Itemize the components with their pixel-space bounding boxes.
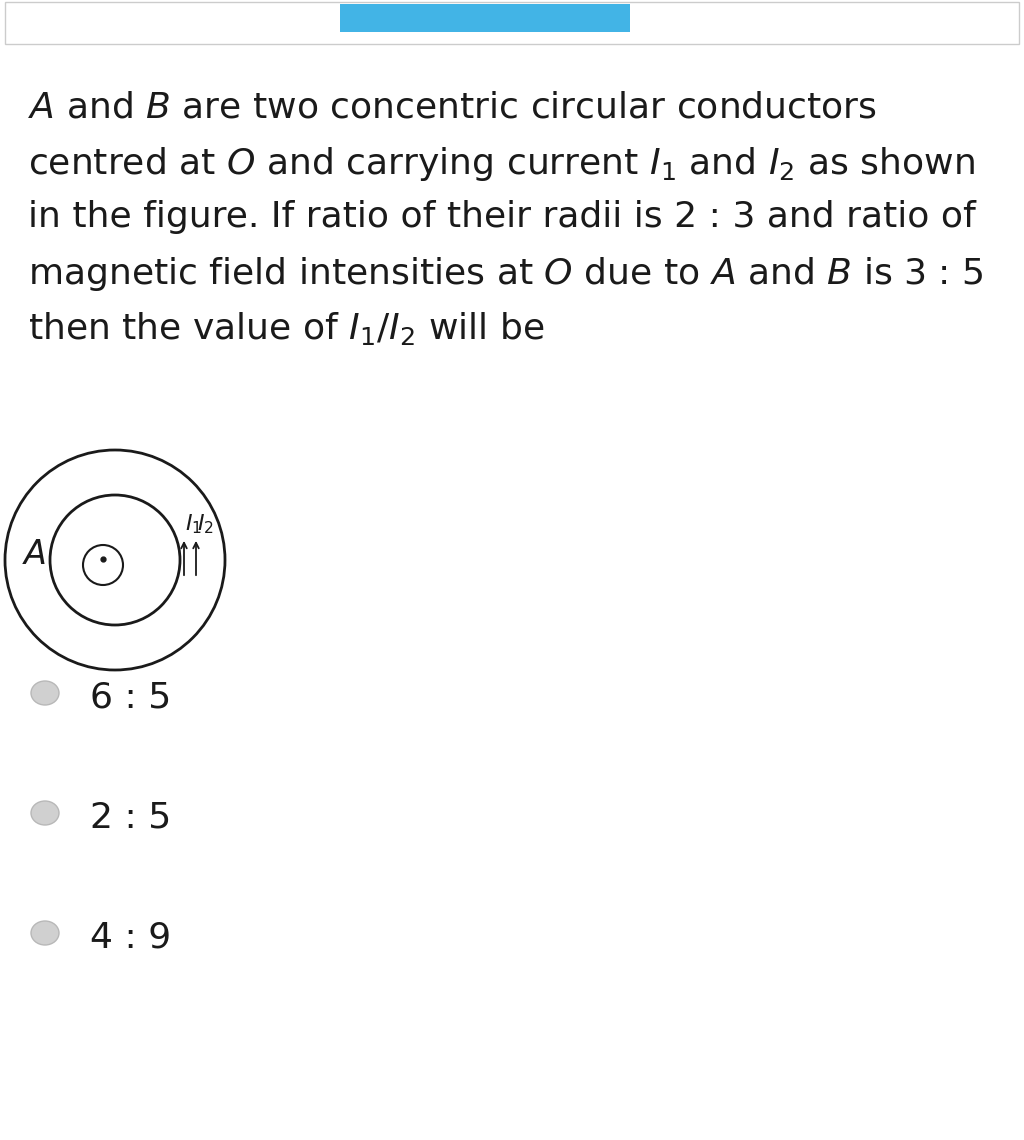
Ellipse shape	[31, 921, 59, 945]
Text: magnetic field intensities at $\it{O}$ due to $\it{A}$ and $\it{B}$ is 3 : 5: magnetic field intensities at $\it{O}$ d…	[28, 255, 983, 293]
Ellipse shape	[31, 681, 59, 705]
Ellipse shape	[31, 801, 59, 825]
Bar	[5, 2, 1019, 44]
Text: 6 : 5: 6 : 5	[90, 679, 171, 714]
Text: 4 : 9: 4 : 9	[90, 920, 171, 954]
Bar	[340, 5, 630, 32]
Text: 2 : 5: 2 : 5	[90, 800, 171, 834]
Text: $\it{I}_2$: $\it{I}_2$	[197, 512, 214, 536]
Text: centred at $\it{O}$ and carrying current $\it{I}_1$ and $\it{I}_2$ as shown: centred at $\it{O}$ and carrying current…	[28, 145, 975, 184]
Text: $\it{I}_1$: $\it{I}_1$	[185, 512, 202, 536]
Text: $\it{A}$ and $\it{B}$ are two concentric circular conductors: $\it{A}$ and $\it{B}$ are two concentric…	[28, 90, 877, 124]
Text: $\it{A}$: $\it{A}$	[22, 538, 46, 571]
Text: in the figure. If ratio of their radii is 2 : 3 and ratio of: in the figure. If ratio of their radii i…	[28, 200, 976, 234]
Text: then the value of $\it{I}_1$/$\it{I}_2$ will be: then the value of $\it{I}_1$/$\it{I}_2$ …	[28, 310, 545, 347]
